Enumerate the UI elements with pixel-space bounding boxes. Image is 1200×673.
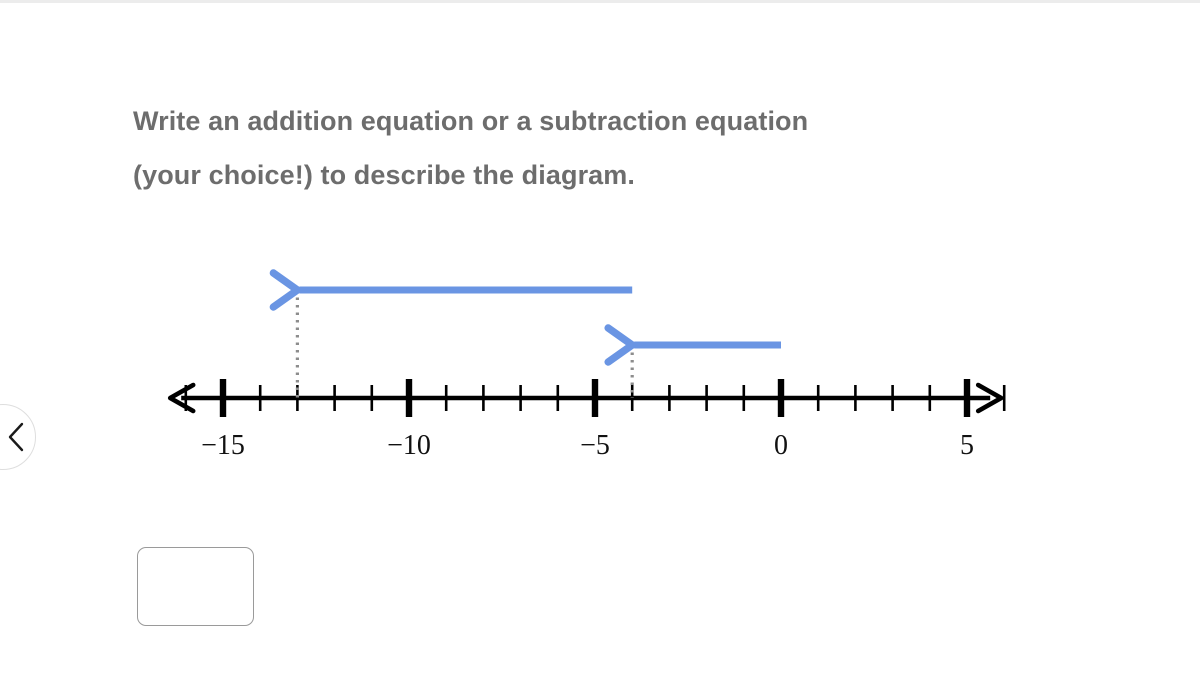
tick-label: −15 xyxy=(201,430,245,461)
answer-input[interactable] xyxy=(137,547,254,626)
prompt-line-2: (your choice!) to describe the diagram. xyxy=(133,160,636,190)
arrow-upper-head xyxy=(269,269,302,311)
axis-arrowhead-right xyxy=(975,382,1004,414)
number-line-axis xyxy=(167,382,1004,414)
back-button[interactable] xyxy=(0,404,36,470)
tick-marks xyxy=(184,379,1006,417)
droplines xyxy=(295,290,634,398)
jump-arrows xyxy=(269,269,781,366)
axis-arrowhead-left xyxy=(167,382,196,414)
top-edge-rule xyxy=(0,0,1200,3)
tick-label: 0 xyxy=(774,430,788,461)
tick-label: 5 xyxy=(960,430,974,461)
tick-label: −10 xyxy=(387,430,431,461)
tick-labels: −15 −10 −5 0 5 xyxy=(201,430,974,461)
question-prompt: Write an addition equation or a subtract… xyxy=(133,94,1013,202)
tick-label: −5 xyxy=(580,430,610,461)
arrow-lower-head xyxy=(604,324,636,366)
chevron-left-icon xyxy=(6,421,26,453)
prompt-line-1: Write an addition equation or a subtract… xyxy=(133,106,809,136)
